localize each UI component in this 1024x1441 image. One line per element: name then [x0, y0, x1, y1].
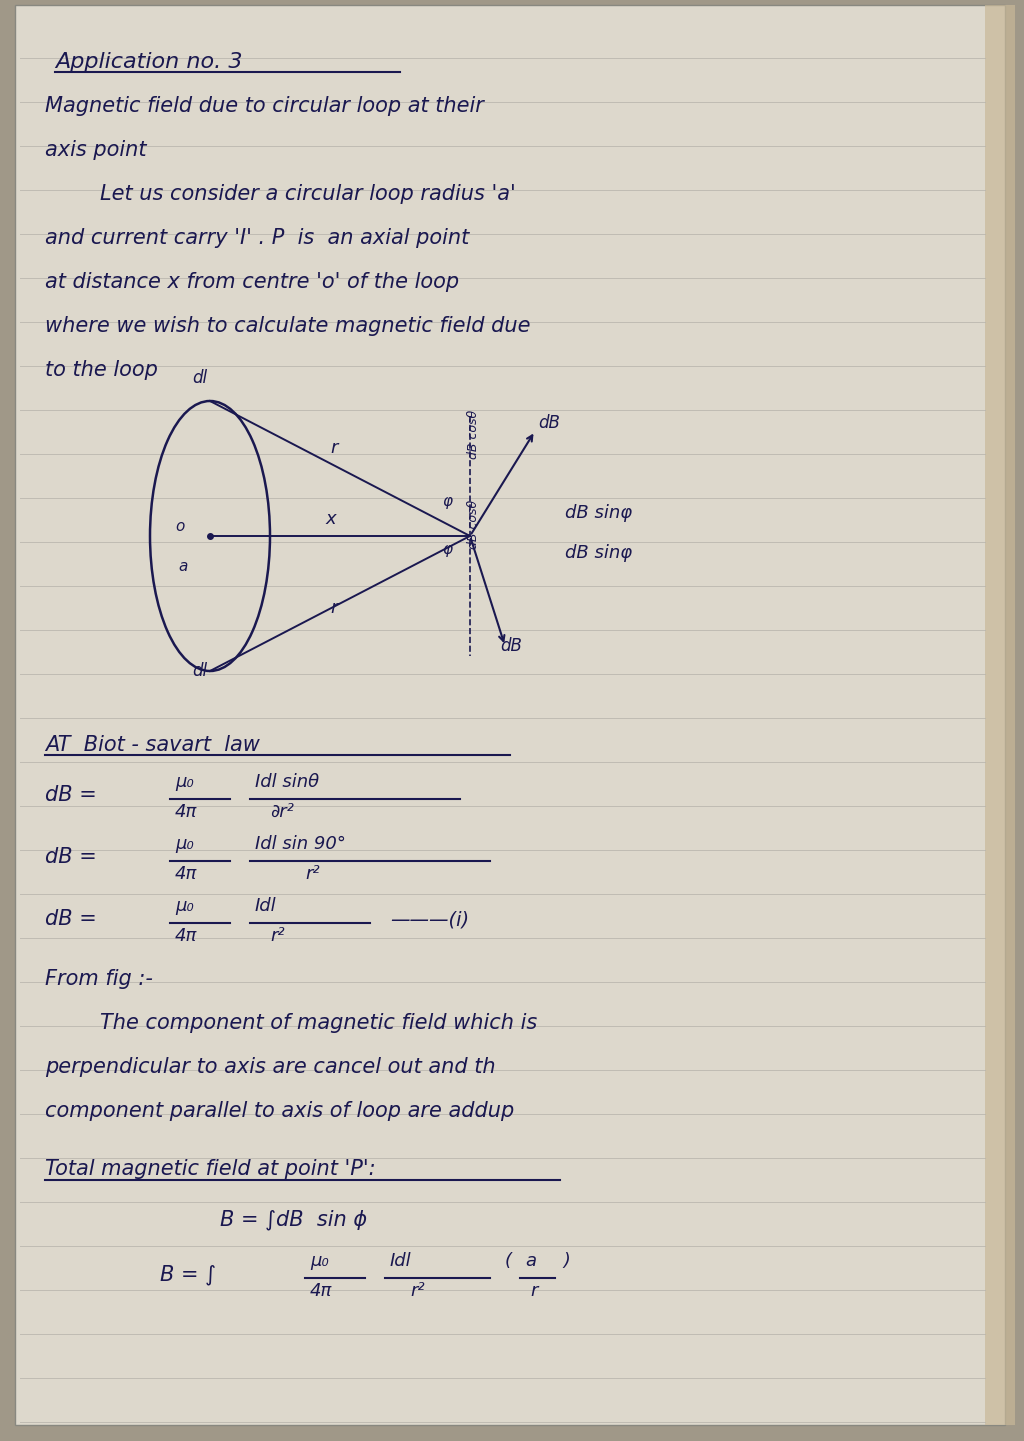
- Text: Magnetic field due to circular loop at their: Magnetic field due to circular loop at t…: [45, 97, 484, 115]
- Text: to the loop: to the loop: [45, 360, 158, 380]
- Text: at distance x from centre 'o' of the loop: at distance x from centre 'o' of the loo…: [45, 272, 459, 293]
- Text: dB sinφ: dB sinφ: [565, 545, 632, 562]
- Text: dB cosθ: dB cosθ: [467, 500, 480, 549]
- Text: dB: dB: [500, 637, 522, 656]
- Text: φ: φ: [442, 494, 452, 509]
- Text: dB =: dB =: [45, 847, 103, 867]
- Text: component parallel to axis of loop are addup: component parallel to axis of loop are a…: [45, 1101, 514, 1121]
- Text: μ₀: μ₀: [175, 772, 194, 791]
- Text: B = ∫dB  sin ϕ: B = ∫dB sin ϕ: [220, 1209, 368, 1229]
- Text: Idl sin 90°: Idl sin 90°: [255, 834, 346, 853]
- Text: x: x: [325, 510, 336, 527]
- Text: and current carry 'I' . P  is  an axial point: and current carry 'I' . P is an axial po…: [45, 228, 469, 248]
- Text: Application no. 3: Application no. 3: [55, 52, 243, 72]
- Text: dB: dB: [538, 414, 560, 432]
- Text: AT  Biot - savart  law: AT Biot - savart law: [45, 735, 260, 755]
- Text: r²: r²: [305, 865, 319, 883]
- Text: dB cosθ: dB cosθ: [467, 409, 480, 460]
- Text: ———(i): ———(i): [390, 911, 469, 929]
- Text: From fig :-: From fig :-: [45, 968, 153, 989]
- Text: r: r: [330, 440, 337, 457]
- Text: r²: r²: [410, 1282, 425, 1300]
- Text: ): ): [558, 1252, 570, 1270]
- Text: Idl: Idl: [255, 896, 276, 915]
- Text: μ₀: μ₀: [310, 1252, 329, 1270]
- Text: dB =: dB =: [45, 785, 103, 806]
- Text: μ₀: μ₀: [175, 834, 194, 853]
- Text: where we wish to calculate magnetic field due: where we wish to calculate magnetic fiel…: [45, 316, 530, 336]
- Text: r: r: [330, 599, 337, 617]
- Text: 4π: 4π: [175, 927, 198, 945]
- Text: dB sinφ: dB sinφ: [565, 504, 632, 522]
- Text: The component of magnetic field which is: The component of magnetic field which is: [100, 1013, 538, 1033]
- Bar: [985, 4, 1015, 1425]
- Text: B = ∫: B = ∫: [160, 1264, 216, 1284]
- Text: μ₀: μ₀: [175, 896, 194, 915]
- Text: dl: dl: [193, 369, 207, 388]
- Text: a: a: [178, 559, 187, 574]
- Text: dB =: dB =: [45, 909, 103, 929]
- Text: dl: dl: [193, 661, 207, 680]
- Text: r²: r²: [270, 927, 285, 945]
- Text: 4π: 4π: [175, 803, 198, 821]
- Text: ∂r²: ∂r²: [270, 803, 294, 821]
- Text: perpendicular to axis are cancel out and th: perpendicular to axis are cancel out and…: [45, 1058, 496, 1076]
- Text: (: (: [505, 1252, 518, 1270]
- Text: a: a: [525, 1252, 536, 1270]
- Text: Idl: Idl: [390, 1252, 412, 1270]
- Text: o: o: [175, 519, 184, 535]
- Text: axis point: axis point: [45, 140, 146, 160]
- Text: Let us consider a circular loop radius 'a': Let us consider a circular loop radius '…: [100, 184, 516, 205]
- Text: Idl sinθ: Idl sinθ: [255, 772, 319, 791]
- Text: 4π: 4π: [175, 865, 198, 883]
- Text: r: r: [530, 1282, 538, 1300]
- Text: Total magnetic field at point 'P':: Total magnetic field at point 'P':: [45, 1159, 376, 1179]
- Text: φ: φ: [442, 542, 452, 558]
- Text: 4π: 4π: [310, 1282, 333, 1300]
